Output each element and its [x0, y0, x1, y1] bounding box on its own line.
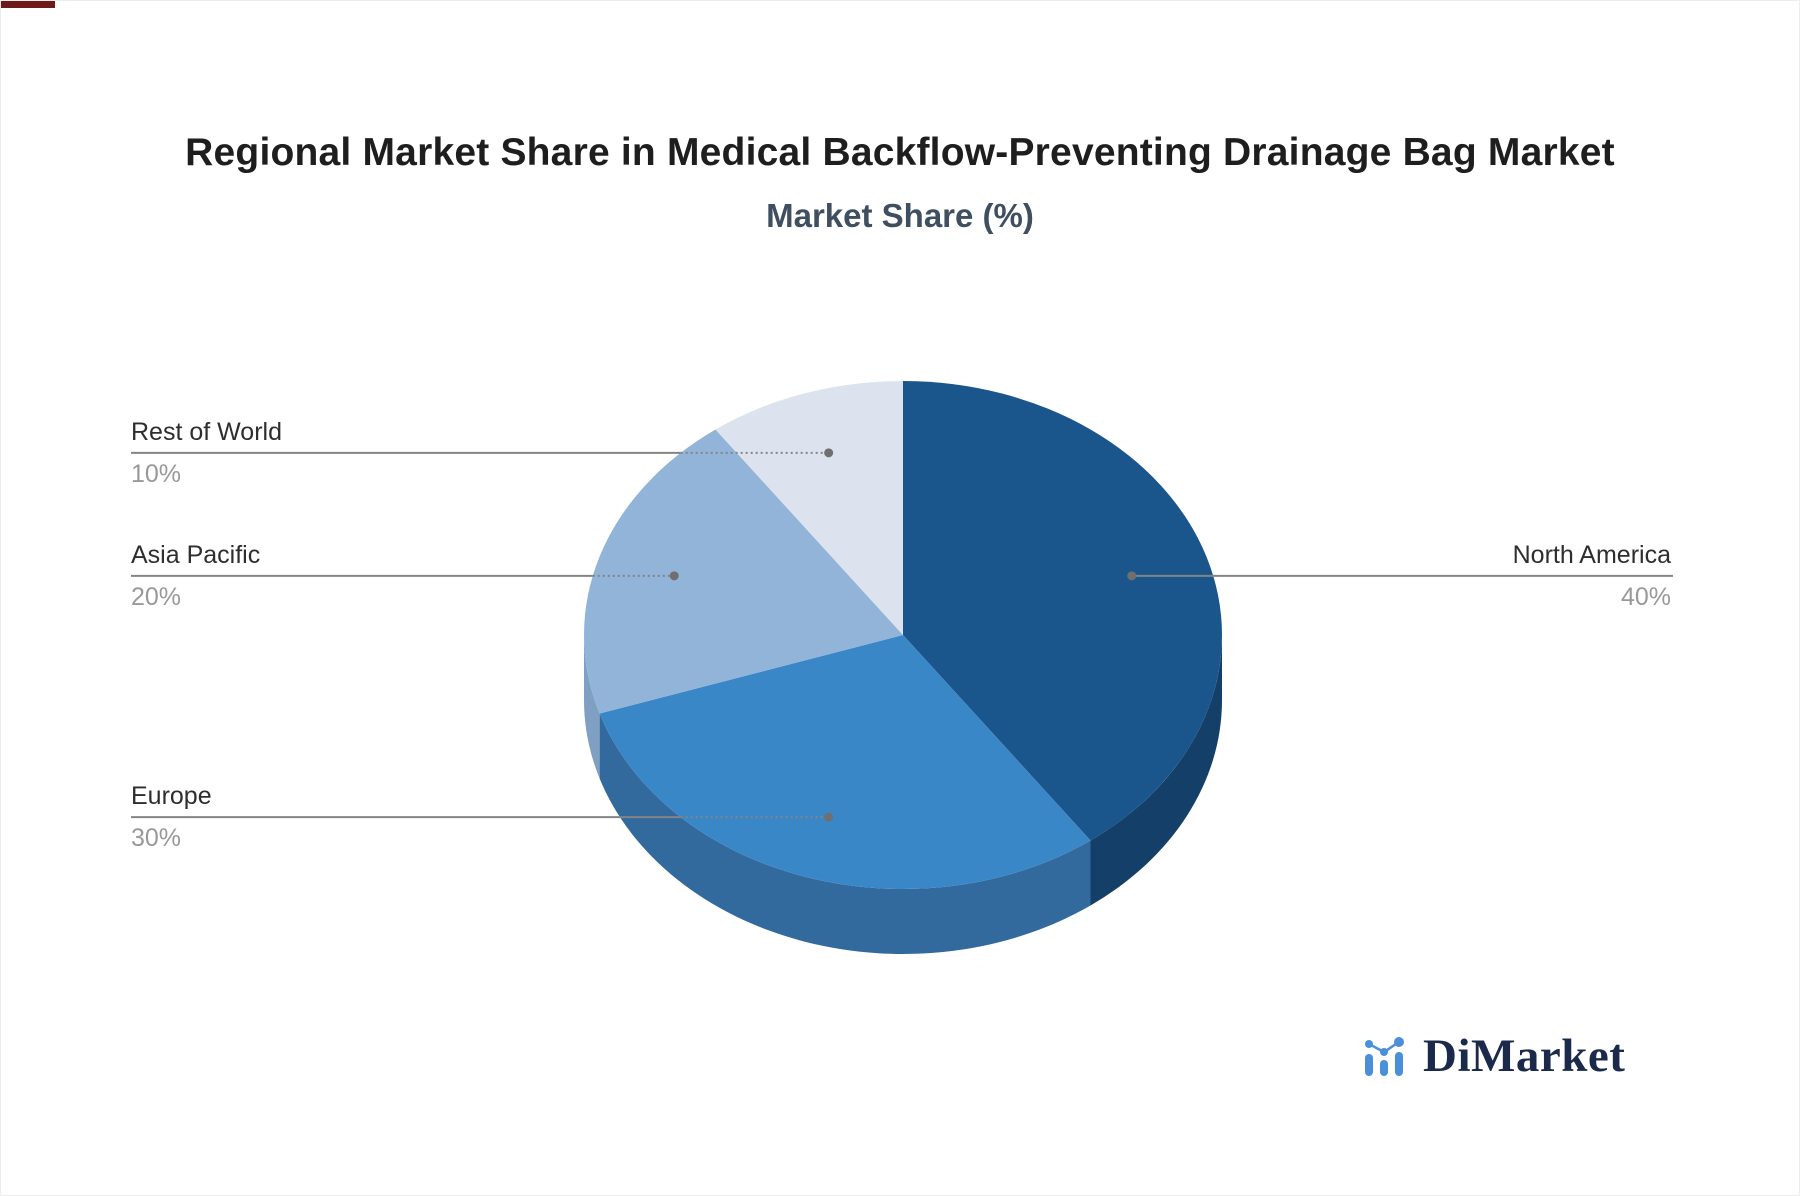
- connector-dot: [824, 448, 834, 458]
- slice-label-text: Asia Pacific: [131, 540, 261, 569]
- chart-title: Regional Market Share in Medical Backflo…: [185, 131, 1615, 174]
- pie-slice-europe[interactable]: [599, 635, 1091, 889]
- connector-dot: [669, 571, 679, 581]
- slice-label-text: Europe: [131, 782, 212, 811]
- label-europe: Europe 30%: [131, 781, 212, 853]
- slice-value-text: 10%: [131, 459, 182, 488]
- top-left-artifact: [1, 1, 55, 8]
- pie-slice-side-asia-pacific: [584, 635, 600, 779]
- label-north-america: North America 40%: [1513, 540, 1671, 612]
- slice-value-text: 30%: [131, 824, 182, 853]
- pie-slice-asia-pacific[interactable]: [583, 429, 903, 714]
- connector-dot: [1127, 571, 1137, 581]
- pie-slice-rest-of-world[interactable]: [715, 381, 903, 635]
- dimarket-logo: DiMarket: [1363, 1029, 1625, 1083]
- pie-slice-side-north-america: [1090, 635, 1222, 906]
- connector-dot: [824, 812, 834, 822]
- slice-value-text: 20%: [131, 582, 182, 611]
- slice-value-text: 40%: [1620, 582, 1671, 611]
- chart-subtitle: Market Share (%): [766, 197, 1034, 234]
- logo-text: DiMarket: [1423, 1030, 1626, 1082]
- pie-slice-north-america[interactable]: [903, 381, 1222, 841]
- label-rest-of-world: Rest of World 10%: [131, 417, 282, 489]
- bar-chart-trend-icon: [1365, 1037, 1404, 1076]
- slice-label-text: North America: [1512, 540, 1671, 569]
- label-asia-pacific: Asia Pacific 20%: [131, 540, 260, 612]
- slice-label-text: Rest of World: [131, 417, 282, 446]
- pie-slice-side-europe: [599, 713, 1091, 954]
